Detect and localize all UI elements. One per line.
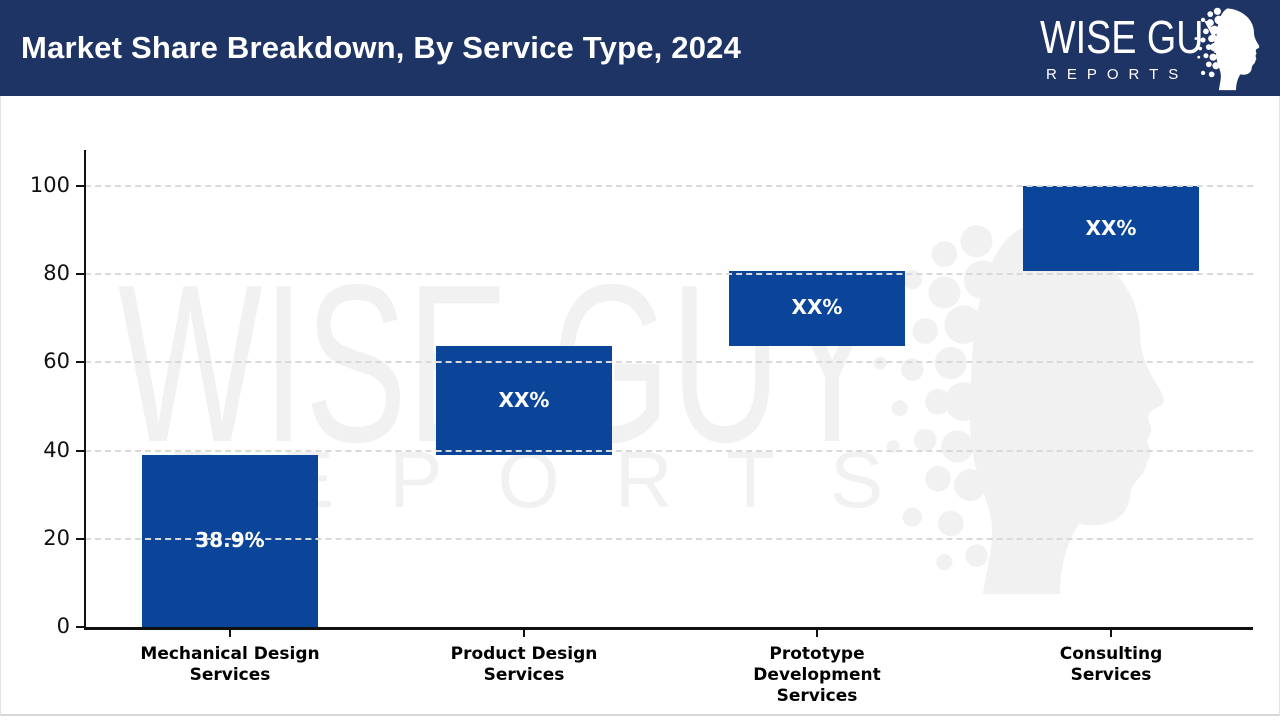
y-tick-label: 80 <box>43 261 70 286</box>
y-tick <box>76 449 85 452</box>
x-category-label-line: Product Design <box>450 644 598 664</box>
y-gridline <box>85 537 1253 540</box>
x-tick <box>229 630 231 637</box>
x-category-label-line: Consulting <box>1059 644 1163 664</box>
page-title: Market Share Breakdown, By Service Type,… <box>21 30 742 65</box>
x-category-label: Mechanical Design Services <box>110 644 350 686</box>
x-category-label-line: Prototype <box>769 644 865 664</box>
y-gridline <box>85 361 1253 364</box>
y-tick <box>76 626 85 628</box>
y-tick <box>76 185 85 187</box>
brand-head-icon <box>1194 7 1260 91</box>
bar <box>1023 186 1199 272</box>
y-tick-label: 100 <box>29 173 70 197</box>
y-gridline <box>85 273 1253 276</box>
bar-value-label: 38.9% <box>195 528 265 553</box>
bar <box>729 271 905 346</box>
bar-value-label: XX% <box>1085 215 1137 240</box>
x-category-label-line: Services <box>776 686 858 706</box>
watermark-head-icon <box>873 225 1164 595</box>
y-tick <box>76 361 85 364</box>
x-category-label-line: Mechanical Design <box>140 644 320 664</box>
y-tick <box>76 537 85 540</box>
y-tick-label: 20 <box>43 525 70 550</box>
brand-logo: WISE GUY REPORTS <box>1040 4 1278 94</box>
x-category-label-line: Services <box>1070 665 1152 685</box>
x-tick <box>1110 630 1112 637</box>
y-gridline <box>85 185 1253 187</box>
x-axis-spine <box>84 627 1253 630</box>
bar <box>142 455 318 627</box>
bar-value-label: XX% <box>791 295 843 320</box>
y-tick-label: 0 <box>56 614 70 638</box>
y-tick <box>76 273 85 276</box>
x-category-label-line: Development <box>753 665 881 685</box>
brand-logo-line1: WISE GUY <box>1040 11 1229 63</box>
x-category-label: Consulting Services <box>991 644 1231 686</box>
y-axis-spine <box>84 150 86 627</box>
x-category-label-line: Services <box>189 665 271 685</box>
x-category-label: Prototype Development Services <box>697 644 937 707</box>
x-category-label: Product Design Services <box>404 644 644 686</box>
y-tick-label: 60 <box>43 349 70 374</box>
bar-value-label: XX% <box>498 387 550 412</box>
x-tick <box>523 630 525 637</box>
header: Market Share Breakdown, By Service Type,… <box>0 0 1280 96</box>
x-category-label-line: Services <box>483 665 565 685</box>
brand-logo-line2: REPORTS <box>1046 66 1189 83</box>
x-tick <box>816 630 818 637</box>
y-tick-label: 40 <box>43 437 70 462</box>
bar <box>436 345 612 456</box>
y-gridline <box>85 449 1253 452</box>
